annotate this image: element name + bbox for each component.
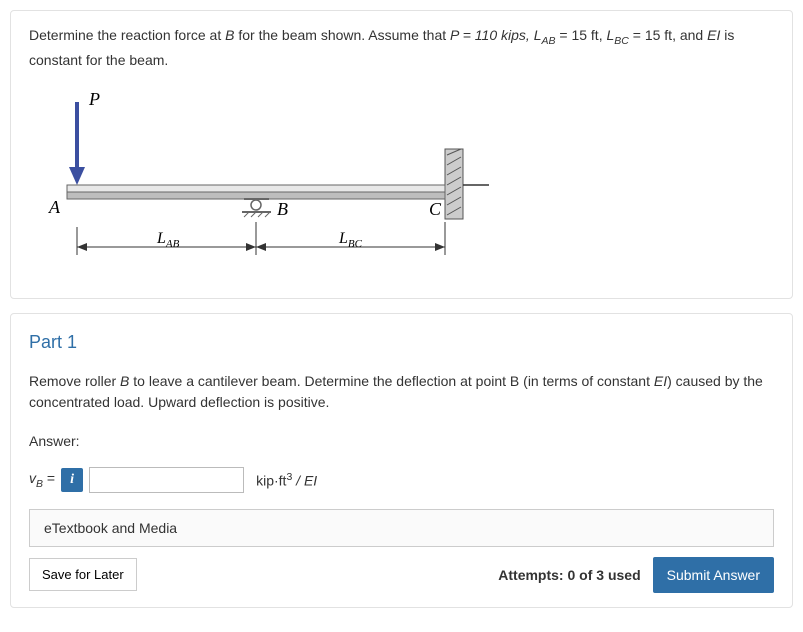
ei: EI (707, 27, 720, 43)
point-a-label: A (48, 197, 61, 217)
lbc-sub: BC (614, 35, 629, 47)
answer-input[interactable] (89, 467, 244, 493)
lbc-val: = 15 ft, and (629, 27, 707, 43)
part-panel: Part 1 Remove roller B to leave a cantil… (10, 313, 793, 608)
attempts-text: Attempts: 0 of 3 used (498, 567, 640, 583)
point-c-label: C (429, 199, 442, 219)
save-for-later-button[interactable]: Save for Later (29, 558, 137, 591)
dim-lab-arrow-l (77, 243, 87, 251)
dim-lab-arrow-r (246, 243, 256, 251)
submit-answer-button[interactable]: Submit Answer (653, 557, 774, 593)
dim-lbc-arrow-l (256, 243, 266, 251)
ei: EI (654, 373, 667, 389)
roller-circle (251, 200, 261, 210)
text: to leave a cantilever beam. Determine th… (129, 373, 654, 389)
beam-top (67, 185, 445, 192)
footer-row: Save for Later Attempts: 0 of 3 used Sub… (29, 557, 774, 593)
text: Remove roller (29, 373, 120, 389)
lab-sub: AB (541, 35, 555, 47)
force-arrow-head (69, 167, 85, 185)
point-b-label: B (277, 199, 288, 219)
p-eq: P = 110 kips, (450, 27, 534, 43)
beam-diagram: P x (39, 87, 774, 280)
problem-statement: Determine the reaction force at B for th… (29, 25, 774, 71)
vb-v: v (29, 470, 36, 486)
beam-bot (67, 192, 445, 199)
info-icon[interactable]: i (61, 468, 83, 492)
problem-panel: Determine the reaction force at B for th… (10, 10, 793, 299)
text: for the beam shown. Assume that (234, 27, 450, 43)
unit-tail: / EI (292, 472, 317, 488)
fixed-wall (445, 149, 463, 219)
right-group: Attempts: 0 of 3 used Submit Answer (498, 557, 774, 593)
text: Determine the reaction force at (29, 27, 225, 43)
part-text: Remove roller B to leave a cantilever be… (29, 371, 774, 413)
force-p-label: P (88, 89, 100, 109)
answer-row: vB = i kip·ft3 / EI (29, 467, 774, 493)
dim-lbc-arrow-r (435, 243, 445, 251)
answer-label: Answer: (29, 433, 774, 449)
vb-eq: = (43, 470, 55, 486)
roller-b: B (120, 373, 129, 389)
unit-label: kip·ft3 / EI (256, 471, 317, 489)
lab-val: = 15 ft, (556, 27, 607, 43)
vb-sub: B (36, 477, 43, 489)
part-title: Part 1 (29, 332, 774, 353)
etextbook-button[interactable]: eTextbook and Media (29, 509, 774, 547)
vb-label: vB = (29, 470, 55, 490)
unit-main: kip·ft (256, 472, 286, 488)
